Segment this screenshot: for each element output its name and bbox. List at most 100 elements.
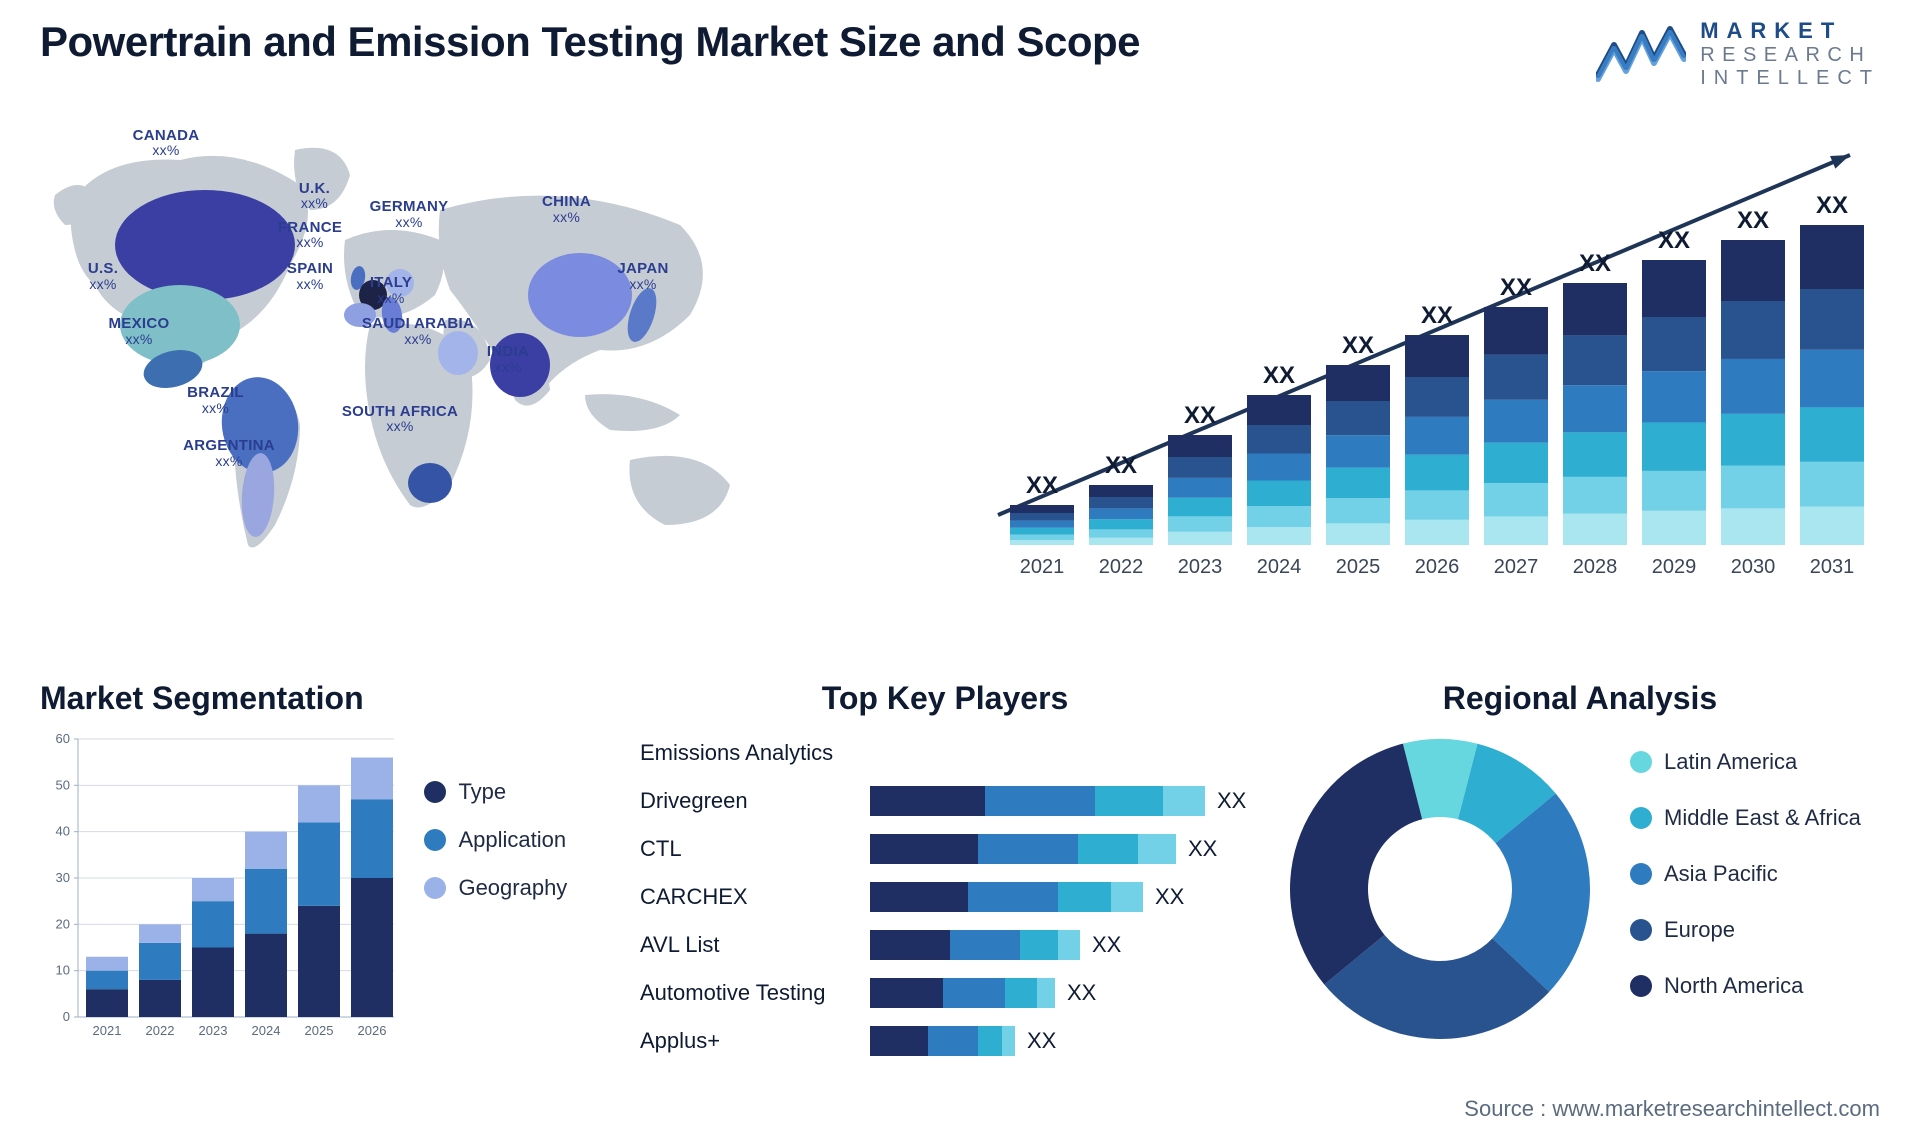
players-bar-segment: [870, 882, 968, 912]
svg-text:2030: 2030: [1731, 556, 1776, 578]
svg-text:2028: 2028: [1573, 556, 1618, 578]
map-country-label: CHINAxx%: [542, 194, 591, 224]
players-value-label: XX: [1067, 980, 1096, 1006]
players-row: Drivegreen XX: [640, 777, 1250, 825]
players-bar-segment: [870, 786, 985, 816]
players-label: AVL List: [640, 932, 870, 958]
brand-line1: MARKET: [1700, 18, 1880, 44]
regional-legend: Latin America Middle East & Africa Asia Pa…: [1630, 749, 1861, 1029]
legend-swatch: [1630, 751, 1652, 773]
brand-logo-text: MARKET RESEARCH INTELLECT: [1700, 18, 1880, 90]
legend-label: Type: [458, 779, 506, 805]
regional-donut: [1280, 729, 1600, 1049]
map-country-label: SOUTH AFRICAxx%: [342, 403, 458, 433]
svg-text:2023: 2023: [199, 1023, 228, 1038]
map-country-label: INDIAxx%: [487, 344, 529, 374]
svg-text:2029: 2029: [1652, 556, 1697, 578]
legend-label: Latin America: [1664, 749, 1797, 775]
svg-text:2021: 2021: [93, 1023, 122, 1038]
legend-label: Europe: [1664, 917, 1735, 943]
segmentation-legend: Type Application Geography: [424, 779, 567, 923]
map-country-label: MEXICOxx%: [109, 316, 170, 346]
svg-text:XX: XX: [1263, 362, 1295, 389]
segmentation-chart-svg: 0102030405060202120222023202420252026: [40, 729, 400, 1059]
players-bar-segment: [1078, 834, 1138, 864]
map-country-label: SAUDI ARABIAxx%: [362, 316, 474, 346]
legend-label: Application: [458, 827, 566, 853]
svg-text:2031: 2031: [1810, 556, 1855, 578]
svg-text:XX: XX: [1342, 332, 1374, 359]
growth-chart: XX2021XX2022XX2023XX2024XX2025XX2026XX20…: [980, 115, 1880, 595]
svg-text:2025: 2025: [1336, 556, 1381, 578]
legend-item: Asia Pacific: [1630, 861, 1861, 887]
legend-item: Europe: [1630, 917, 1861, 943]
map-country-label: FRANCExx%: [278, 219, 342, 249]
map-country-label: GERMANYxx%: [370, 199, 449, 229]
players-panel: Top Key Players Emissions AnalyticsDrive…: [640, 680, 1250, 1070]
players-label: CTL: [640, 836, 870, 862]
players-value-label: XX: [1027, 1028, 1056, 1054]
players-bar-segment: [1058, 930, 1080, 960]
world-map-panel: CANADAxx%U.S.xx%MEXICOxx%BRAZILxx%ARGENT…: [40, 115, 940, 615]
players-bar-track: XX: [870, 978, 1250, 1008]
players-bar: [870, 882, 1143, 912]
legend-item: Latin America: [1630, 749, 1861, 775]
map-country-label: JAPANxx%: [617, 261, 668, 291]
brand-logo-icon: [1596, 25, 1686, 83]
players-bar-track: XX: [870, 834, 1250, 864]
legend-swatch: [1630, 807, 1652, 829]
legend-swatch: [1630, 919, 1652, 941]
players-bar-segment: [968, 882, 1058, 912]
players-label: CARCHEX: [640, 884, 870, 910]
players-row: CTL XX: [640, 825, 1250, 873]
svg-text:40: 40: [56, 824, 70, 839]
svg-text:XX: XX: [1026, 472, 1058, 499]
players-bar-track: XX: [870, 882, 1250, 912]
legend-swatch: [424, 877, 446, 899]
svg-text:2026: 2026: [358, 1023, 387, 1038]
players-label: Drivegreen: [640, 788, 870, 814]
regional-panel: Regional Analysis Latin America Middle Ea…: [1280, 680, 1880, 1070]
players-bar-segment: [1111, 882, 1143, 912]
map-country-label: SPAINxx%: [287, 261, 333, 291]
players-bar-segment: [870, 930, 950, 960]
svg-text:20: 20: [56, 916, 70, 931]
players-value-label: XX: [1188, 836, 1217, 862]
segmentation-chart: 0102030405060202120222023202420252026: [40, 729, 400, 1059]
brand-logo: MARKET RESEARCH INTELLECT: [1596, 18, 1880, 90]
legend-item: Application: [424, 827, 567, 853]
players-bar-track: XX: [870, 786, 1250, 816]
svg-text:2023: 2023: [1178, 556, 1223, 578]
players-value-label: XX: [1155, 884, 1184, 910]
players-bar-segment: [1005, 978, 1037, 1008]
segmentation-title: Market Segmentation: [40, 680, 610, 717]
players-label: Applus+: [640, 1028, 870, 1054]
players-bar-segment: [1058, 882, 1111, 912]
legend-label: North America: [1664, 973, 1803, 999]
regional-title: Regional Analysis: [1280, 680, 1880, 717]
players-value-label: XX: [1217, 788, 1246, 814]
players-bar-segment: [870, 1026, 928, 1056]
players-bar-track: XX: [870, 1026, 1250, 1056]
svg-text:XX: XX: [1500, 274, 1532, 301]
players-bar-track: [870, 738, 1250, 768]
players-bar-segment: [870, 978, 943, 1008]
players-row: Automotive Testing XX: [640, 969, 1250, 1017]
legend-label: Geography: [458, 875, 567, 901]
svg-text:XX: XX: [1737, 207, 1769, 234]
growth-chart-panel: XX2021XX2022XX2023XX2024XX2025XX2026XX20…: [980, 115, 1880, 615]
players-label: Automotive Testing: [640, 980, 870, 1006]
svg-text:60: 60: [56, 731, 70, 746]
map-country-label: U.S.xx%: [88, 261, 118, 291]
growth-chart-svg: XX2021XX2022XX2023XX2024XX2025XX2026XX20…: [980, 115, 1880, 605]
players-row: Applus+ XX: [640, 1017, 1250, 1065]
map-country-label: CANADAxx%: [133, 127, 200, 157]
players-bar-segment: [1002, 1026, 1015, 1056]
players-bar-segment: [978, 834, 1078, 864]
legend-label: Middle East & Africa: [1664, 805, 1861, 831]
players-bar-segment: [870, 834, 978, 864]
players-bar-segment: [1095, 786, 1163, 816]
legend-swatch: [1630, 863, 1652, 885]
players-bar-segment: [928, 1026, 978, 1056]
players-value-label: XX: [1092, 932, 1121, 958]
